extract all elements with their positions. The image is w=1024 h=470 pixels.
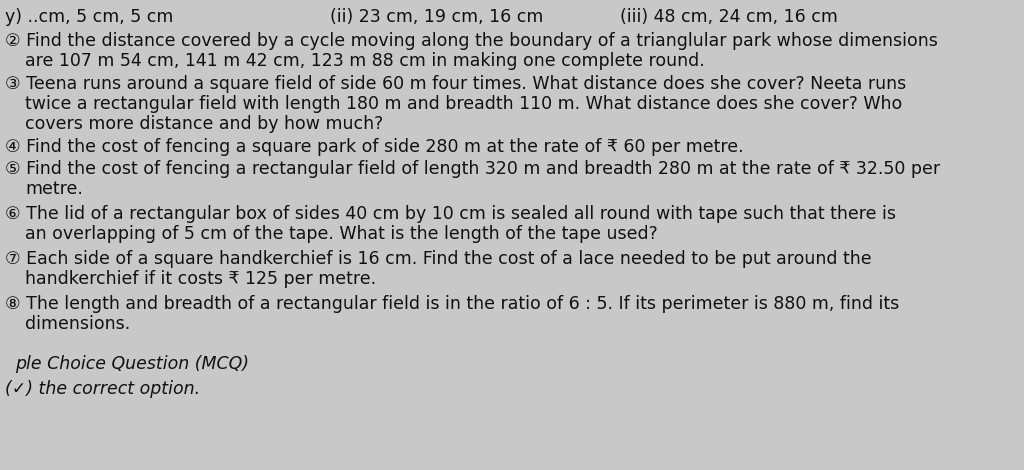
Text: ⑥ The lid of a rectangular box of sides 40 cm by 10 cm is sealed all round with : ⑥ The lid of a rectangular box of sides … — [5, 205, 896, 223]
Text: handkerchief if it costs ₹ 125 per metre.: handkerchief if it costs ₹ 125 per metre… — [25, 270, 376, 288]
Text: are 107 m 54 cm, 141 m 42 cm, 123 m 88 cm in making one complete round.: are 107 m 54 cm, 141 m 42 cm, 123 m 88 c… — [25, 52, 705, 70]
Text: twice a rectangular field with length 180 m and breadth 110 m. What distance doe: twice a rectangular field with length 18… — [25, 95, 902, 113]
Text: ⑦ Each side of a square handkerchief is 16 cm. Find the cost of a lace needed to: ⑦ Each side of a square handkerchief is … — [5, 250, 871, 268]
Text: ④ Find the cost of fencing a square park of side 280 m at the rate of ₹ 60 per m: ④ Find the cost of fencing a square park… — [5, 138, 743, 156]
Text: y) ..cm, 5 cm, 5 cm: y) ..cm, 5 cm, 5 cm — [5, 8, 173, 26]
Text: (✓) the correct option.: (✓) the correct option. — [5, 380, 200, 398]
Text: ② Find the distance covered by a cycle moving along the boundary of a trianglula: ② Find the distance covered by a cycle m… — [5, 32, 938, 50]
Text: (ii) 23 cm, 19 cm, 16 cm: (ii) 23 cm, 19 cm, 16 cm — [330, 8, 544, 26]
Text: an overlapping of 5 cm of the tape. What is the length of the tape used?: an overlapping of 5 cm of the tape. What… — [25, 225, 657, 243]
Text: ⑧ The length and breadth of a rectangular field is in the ratio of 6 : 5. If its: ⑧ The length and breadth of a rectangula… — [5, 295, 899, 313]
Text: dimensions.: dimensions. — [25, 315, 130, 333]
Text: metre.: metre. — [25, 180, 83, 198]
Text: covers more distance and by how much?: covers more distance and by how much? — [25, 115, 383, 133]
Text: ple Choice Question (MCQ): ple Choice Question (MCQ) — [15, 355, 249, 373]
Text: ③ Teena runs around a square field of side 60 m four times. What distance does s: ③ Teena runs around a square field of si… — [5, 75, 906, 93]
Text: ⑤ Find the cost of fencing a rectangular field of length 320 m and breadth 280 m: ⑤ Find the cost of fencing a rectangular… — [5, 160, 940, 178]
Text: (iii) 48 cm, 24 cm, 16 cm: (iii) 48 cm, 24 cm, 16 cm — [620, 8, 838, 26]
